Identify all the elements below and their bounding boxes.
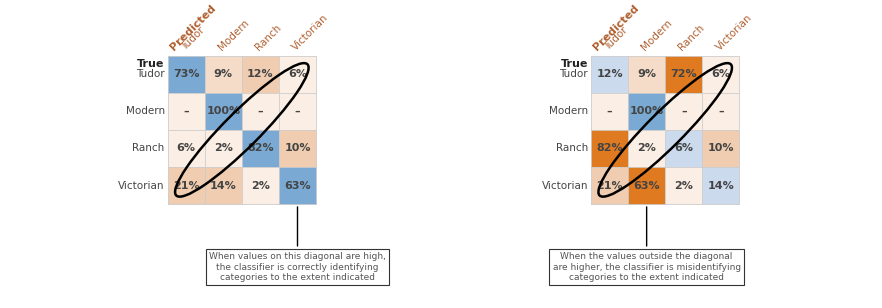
Text: –: – — [183, 106, 189, 116]
Bar — [279, 167, 316, 204]
Bar — [628, 93, 665, 130]
Text: Ranch: Ranch — [253, 23, 283, 53]
Text: 2%: 2% — [675, 180, 693, 191]
Text: Victorian: Victorian — [714, 13, 754, 53]
Text: Modern: Modern — [639, 18, 675, 53]
Bar — [205, 93, 242, 130]
Bar — [242, 167, 279, 204]
Text: Ranch: Ranch — [676, 23, 706, 53]
Text: 12%: 12% — [247, 69, 273, 79]
Text: Tudor: Tudor — [136, 69, 165, 79]
Text: Predicted: Predicted — [591, 3, 641, 53]
Text: 82%: 82% — [596, 144, 623, 153]
Text: 9%: 9% — [637, 69, 656, 79]
Text: When the values outside the diagonal
are higher, the classifier is misidentifyin: When the values outside the diagonal are… — [553, 207, 741, 282]
Bar — [205, 56, 242, 93]
Text: Tudor: Tudor — [602, 25, 630, 53]
Text: 100%: 100% — [206, 106, 241, 116]
Bar — [279, 130, 316, 167]
Bar — [279, 56, 316, 93]
Text: Ranch: Ranch — [556, 144, 588, 153]
Bar — [702, 56, 739, 93]
Text: 9%: 9% — [213, 69, 233, 79]
Bar — [665, 93, 702, 130]
Text: 72%: 72% — [670, 69, 697, 79]
Bar — [702, 93, 739, 130]
Bar — [628, 56, 665, 93]
Text: Tudor: Tudor — [179, 25, 206, 53]
Bar — [591, 56, 628, 93]
Text: 10%: 10% — [284, 144, 310, 153]
Text: 14%: 14% — [210, 180, 236, 191]
Bar — [279, 93, 316, 130]
Bar — [242, 93, 279, 130]
Text: –: – — [718, 106, 723, 116]
Text: –: – — [258, 106, 263, 116]
Text: –: – — [295, 106, 300, 116]
Text: 21%: 21% — [173, 180, 199, 191]
Bar — [628, 167, 665, 204]
Text: 6%: 6% — [288, 69, 307, 79]
Text: Modern: Modern — [216, 18, 251, 53]
Text: 63%: 63% — [284, 180, 310, 191]
Text: Predicted: Predicted — [168, 3, 218, 53]
Text: 6%: 6% — [674, 144, 693, 153]
Text: Ranch: Ranch — [132, 144, 165, 153]
Text: Victorian: Victorian — [542, 180, 588, 191]
Text: 14%: 14% — [707, 180, 734, 191]
Text: 82%: 82% — [247, 144, 273, 153]
Text: 100%: 100% — [630, 106, 664, 116]
Text: Victorian: Victorian — [290, 13, 331, 53]
Text: 73%: 73% — [173, 69, 199, 79]
Bar — [702, 130, 739, 167]
Bar — [628, 130, 665, 167]
Bar — [665, 130, 702, 167]
Bar — [591, 167, 628, 204]
Bar — [168, 130, 205, 167]
Text: –: – — [607, 106, 612, 116]
Text: True: True — [138, 59, 165, 69]
Bar — [205, 130, 242, 167]
Text: True: True — [561, 59, 588, 69]
Bar — [665, 167, 702, 204]
Text: 21%: 21% — [596, 180, 623, 191]
Bar — [665, 56, 702, 93]
Text: 6%: 6% — [176, 144, 196, 153]
Text: 63%: 63% — [633, 180, 660, 191]
Bar — [168, 167, 205, 204]
Text: Victorian: Victorian — [118, 180, 165, 191]
Text: 6%: 6% — [712, 69, 730, 79]
Bar — [168, 93, 205, 130]
Bar — [591, 93, 628, 130]
Bar — [242, 56, 279, 93]
Text: –: – — [681, 106, 686, 116]
Bar — [242, 130, 279, 167]
Text: 12%: 12% — [596, 69, 623, 79]
Bar — [702, 167, 739, 204]
Bar — [591, 130, 628, 167]
Text: Tudor: Tudor — [559, 69, 588, 79]
Text: When values on this diagonal are high,
the classifier is correctly identifying
c: When values on this diagonal are high, t… — [209, 207, 386, 282]
Text: 2%: 2% — [213, 144, 233, 153]
Bar — [205, 167, 242, 204]
Bar — [168, 56, 205, 93]
Text: 10%: 10% — [707, 144, 734, 153]
Text: 2%: 2% — [637, 144, 656, 153]
Text: Modern: Modern — [125, 106, 165, 116]
Text: Modern: Modern — [549, 106, 588, 116]
Text: 2%: 2% — [251, 180, 270, 191]
